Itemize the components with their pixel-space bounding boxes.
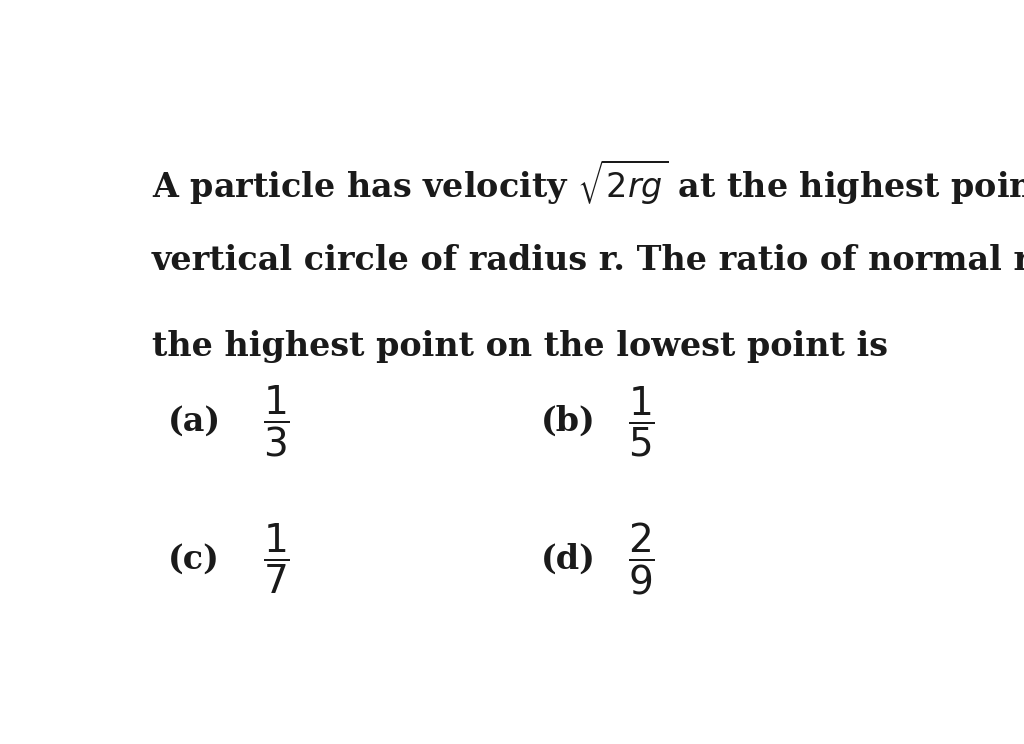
- Text: the highest point on the lowest point is: the highest point on the lowest point is: [152, 330, 888, 363]
- Text: vertical circle of radius r. The ratio of normal reactions at: vertical circle of radius r. The ratio o…: [152, 244, 1024, 277]
- Text: (d): (d): [541, 542, 596, 576]
- Text: (a): (a): [168, 405, 221, 438]
- Text: $\dfrac{1}{7}$: $\dfrac{1}{7}$: [263, 522, 290, 596]
- Text: $\dfrac{2}{9}$: $\dfrac{2}{9}$: [628, 521, 654, 597]
- Text: A particle has velocity $\sqrt{2rg}$ at the highest point in a: A particle has velocity $\sqrt{2rg}$ at …: [152, 158, 1024, 207]
- Text: (c): (c): [168, 542, 219, 576]
- Text: (b): (b): [541, 405, 595, 438]
- Text: $\dfrac{1}{5}$: $\dfrac{1}{5}$: [628, 385, 654, 458]
- Text: $\dfrac{1}{3}$: $\dfrac{1}{3}$: [263, 384, 290, 459]
